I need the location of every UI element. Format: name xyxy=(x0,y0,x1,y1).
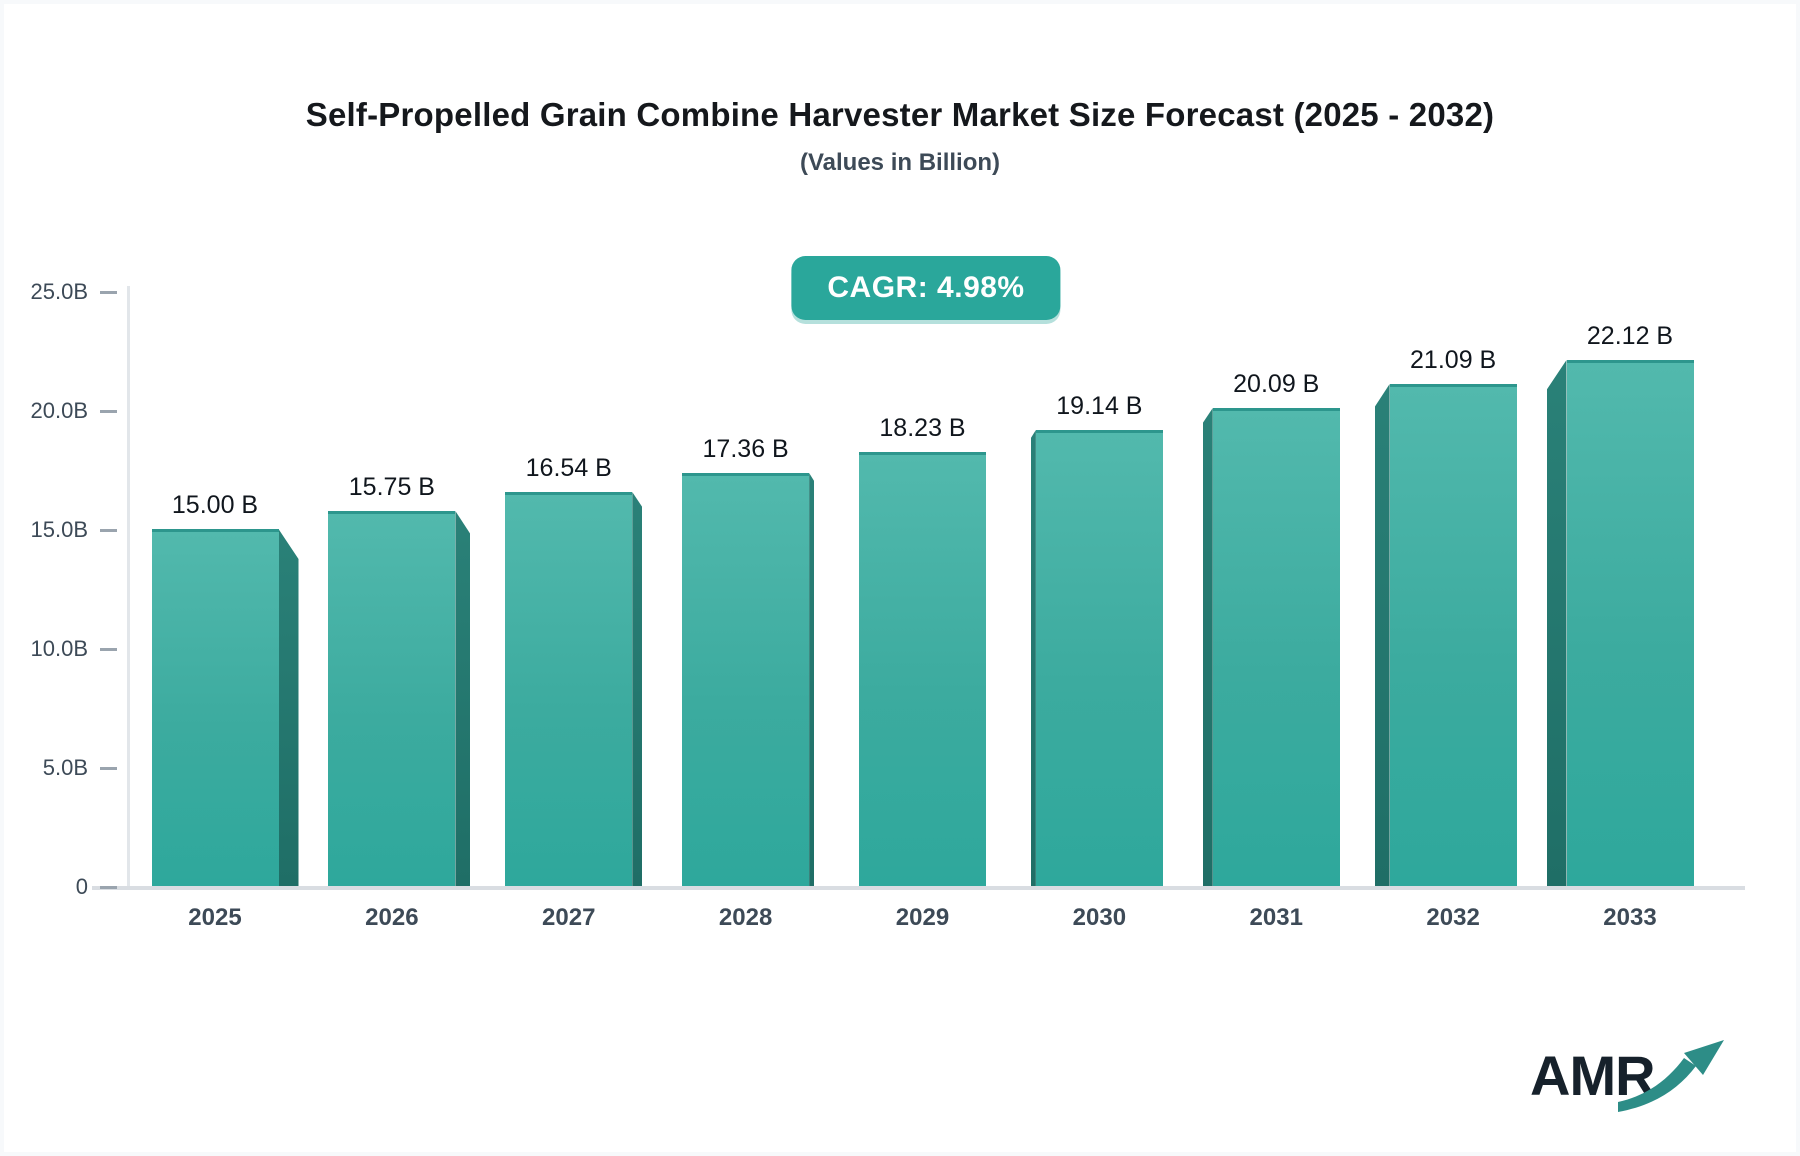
bar-2027: 16.54 B xyxy=(505,454,643,886)
y-axis-tick-mark xyxy=(100,648,117,651)
bar-face-2031 xyxy=(1212,408,1340,886)
x-axis-label-2025: 2025 xyxy=(188,904,242,931)
x-axis-label-2033: 2033 xyxy=(1603,904,1657,931)
y-axis-tick-label: 10.0B xyxy=(30,636,89,661)
bar-value-label-2032: 21.09 B xyxy=(1410,346,1497,374)
y-axis-tick-label: 0 xyxy=(75,874,88,899)
bar-face-2027 xyxy=(505,492,633,886)
x-axis-label-2028: 2028 xyxy=(718,904,773,931)
y-axis-tick-mark xyxy=(100,291,117,294)
bar-2031: 20.09 B xyxy=(1202,370,1340,886)
bar-face-2025 xyxy=(151,529,279,886)
chart-title: Self-Propelled Grain Combine Harvester M… xyxy=(305,96,1495,133)
bar-face-2028 xyxy=(682,473,810,886)
y-axis-tick-label: 5.0B xyxy=(42,755,88,780)
bar-side-2031 xyxy=(1202,408,1213,886)
y-axis-tick-mark xyxy=(100,410,117,413)
bar-2028: 17.36 B xyxy=(682,435,815,886)
y-axis-tick-label: 25.0B xyxy=(30,279,89,304)
bar-face-2029 xyxy=(859,452,986,886)
bar-2029: 18.23 B xyxy=(859,414,986,886)
y-axis-tick-mark xyxy=(100,767,117,770)
y-axis-tick-mark xyxy=(100,886,117,889)
bar-2026: 15.75 B xyxy=(328,473,471,886)
bar-side-2032 xyxy=(1374,384,1390,886)
x-axis-label-2032: 2032 xyxy=(1426,904,1480,931)
bar-side-2025 xyxy=(278,529,299,886)
x-axis-label-2026: 2026 xyxy=(365,904,419,931)
x-axis-label-2030: 2030 xyxy=(1072,904,1127,931)
bar-side-2028 xyxy=(809,473,815,886)
growth-arrow-icon xyxy=(1618,1040,1724,1112)
y-axis-tick-label: 20.0B xyxy=(30,398,89,423)
bar-face-2030 xyxy=(1035,430,1163,886)
bar-value-label-2027: 16.54 B xyxy=(525,454,612,482)
bar-2030: 19.14 B xyxy=(1030,392,1163,886)
bar-side-2026 xyxy=(455,511,471,886)
x-axis-label-2031: 2031 xyxy=(1249,904,1303,931)
y-axis-tick-label: 15.0B xyxy=(30,517,89,542)
x-axis-label-2029: 2029 xyxy=(895,904,950,931)
bar-face-2032 xyxy=(1389,384,1517,886)
bar-face-2033 xyxy=(1566,360,1694,886)
cagr-badge: CAGR: 4.98% xyxy=(791,256,1061,320)
y-axis-tick-mark xyxy=(100,529,117,532)
amr-logo: AMR xyxy=(1530,1036,1740,1126)
bar-face-2026 xyxy=(328,511,456,886)
bar-2033: 22.12 B xyxy=(1546,322,1694,886)
bar-2025: 15.00 B xyxy=(151,491,299,886)
y-axis-line xyxy=(127,286,130,890)
chart-subtitle: (Values in Billion) xyxy=(799,149,1001,176)
amr-logo-text: AMR xyxy=(1530,1044,1656,1107)
bar-2032: 21.09 B xyxy=(1374,346,1517,886)
bar-value-label-2026: 15.75 B xyxy=(348,473,435,501)
bar-value-label-2033: 22.12 B xyxy=(1586,322,1674,350)
x-axis-label-2027: 2027 xyxy=(542,904,596,931)
bar-side-2030 xyxy=(1030,430,1036,886)
bar-value-label-2025: 15.00 B xyxy=(171,491,259,519)
bar-value-label-2029: 18.23 B xyxy=(879,414,966,442)
bar-side-2027 xyxy=(632,492,643,886)
bar-side-2033 xyxy=(1546,360,1567,886)
x-axis-line xyxy=(92,886,1745,890)
bar-value-label-2028: 17.36 B xyxy=(702,435,789,463)
bar-value-label-2030: 19.14 B xyxy=(1056,392,1143,420)
bar-value-label-2031: 20.09 B xyxy=(1233,370,1320,398)
